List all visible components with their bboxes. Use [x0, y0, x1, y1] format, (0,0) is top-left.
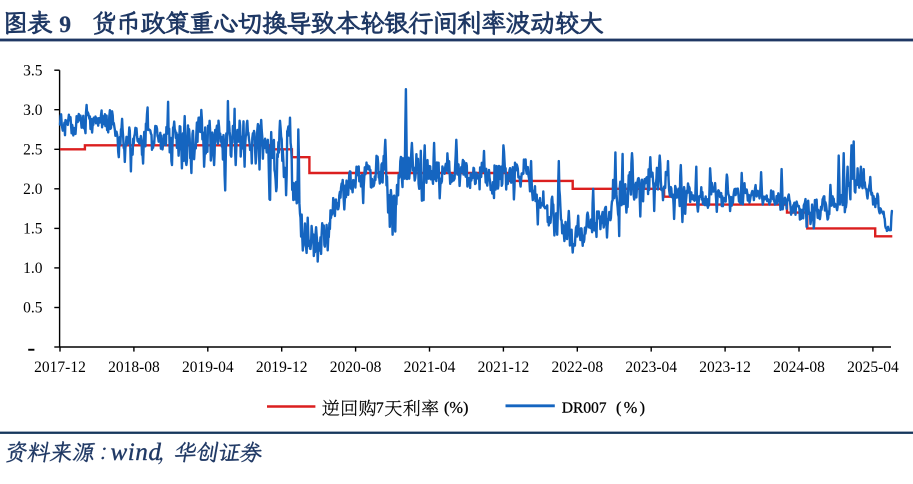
- svg-text:2023-04: 2023-04: [625, 359, 677, 376]
- svg-text:2020-08: 2020-08: [330, 359, 382, 376]
- svg-text:2019-12: 2019-12: [256, 359, 308, 376]
- svg-text:3.5: 3.5: [23, 62, 43, 79]
- svg-text:2021-04: 2021-04: [404, 359, 456, 376]
- svg-text:2018-08: 2018-08: [108, 359, 160, 376]
- svg-text:2024-08: 2024-08: [773, 359, 825, 376]
- svg-text:2021-12: 2021-12: [478, 359, 530, 376]
- svg-text:2022-08: 2022-08: [551, 359, 603, 376]
- svg-text:2019-04: 2019-04: [182, 359, 234, 376]
- svg-text:2025-04: 2025-04: [847, 359, 899, 376]
- svg-text:1.5: 1.5: [23, 221, 43, 238]
- svg-text:2.5: 2.5: [23, 142, 43, 159]
- svg-text:2023-12: 2023-12: [699, 359, 751, 376]
- svg-text:0.5: 0.5: [23, 300, 43, 317]
- svg-text:3.0: 3.0: [23, 102, 43, 119]
- svg-text:2017-12: 2017-12: [34, 359, 86, 376]
- svg-text:2.0: 2.0: [23, 181, 43, 198]
- svg-text:1.0: 1.0: [23, 260, 43, 277]
